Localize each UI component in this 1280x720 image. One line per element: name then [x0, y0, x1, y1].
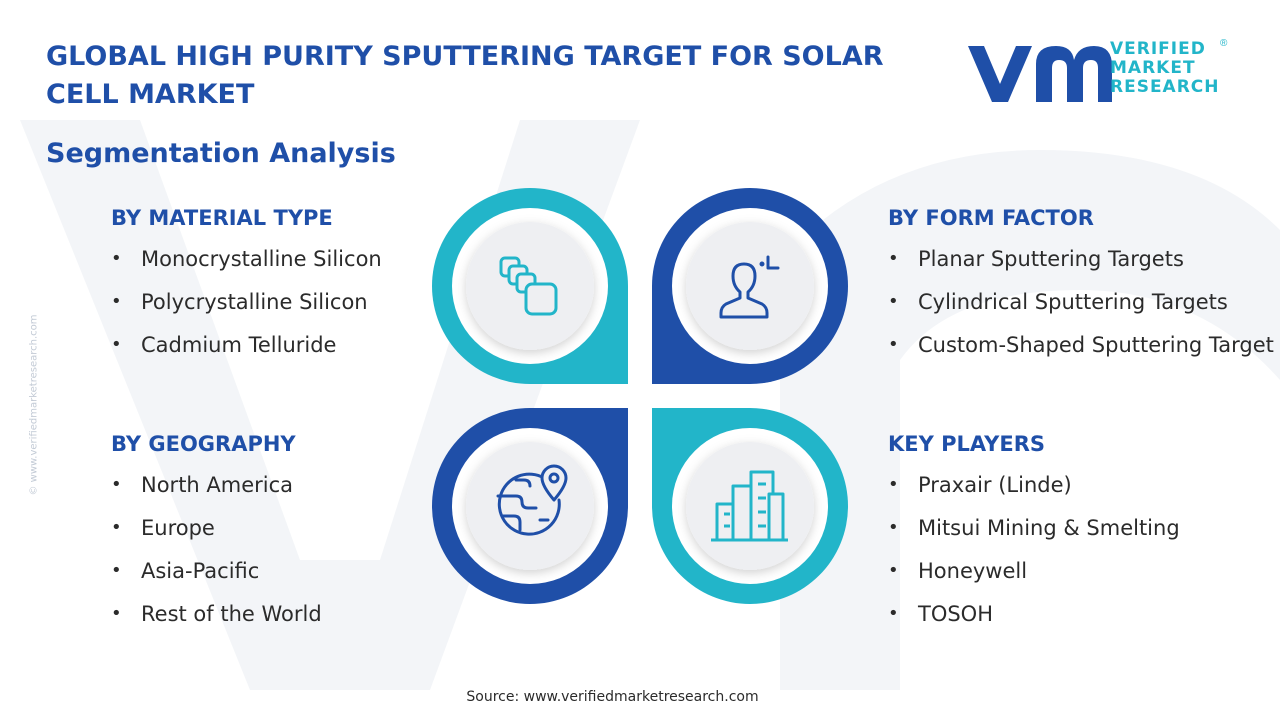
segmentation-graphic	[432, 188, 848, 604]
list-item: Europe	[111, 513, 322, 556]
city-buildings-icon	[711, 470, 788, 542]
list-item: Cadmium Telluride	[111, 330, 382, 373]
vmr-logo	[968, 46, 1112, 102]
segment-material-type: BY MATERIAL TYPE Monocrystalline Silicon…	[111, 206, 382, 373]
segment-title: BY MATERIAL TYPE	[111, 206, 333, 230]
page-title: GLOBAL HIGH PURITY SPUTTERING TARGET FOR…	[46, 41, 884, 110]
segment-title: BY FORM FACTOR	[888, 206, 1094, 230]
list-item: Mitsui Mining & Smelting	[888, 513, 1180, 556]
list-item: Honeywell	[888, 556, 1180, 599]
stacked-blocks-icon	[499, 256, 558, 316]
segment-key-players: KEY PLAYERS Praxair (Linde) Mitsui Minin…	[888, 432, 1180, 642]
petal-bottom-left	[432, 408, 628, 604]
logo-wordmark: VERIFIED MARKET RESEARCH	[1110, 40, 1220, 97]
segment-title: KEY PLAYERS	[888, 432, 1045, 456]
list-item: North America	[111, 470, 322, 513]
list-item: Cylindrical Sputtering Targets	[888, 287, 1274, 330]
segment-title: BY GEOGRAPHY	[111, 432, 296, 456]
list-item: Asia-Pacific	[111, 556, 322, 599]
petal-top-right	[652, 188, 848, 384]
list-item: Planar Sputtering Targets	[888, 244, 1274, 287]
list-item: Custom-Shaped Sputtering Target	[888, 330, 1274, 373]
source-note: Source: www.verifiedmarketresearch.com	[466, 689, 759, 705]
logo-line-1: VERIFIED	[1110, 39, 1206, 59]
person-analysis-icon	[719, 255, 780, 319]
page-subtitle: Segmentation Analysis	[46, 138, 396, 169]
registered-mark: ®	[1220, 38, 1228, 49]
list-item: Monocrystalline Silicon	[111, 244, 382, 287]
segment-geography: BY GEOGRAPHY North America Europe Asia-P…	[111, 432, 322, 642]
logo-line-3: RESEARCH	[1110, 77, 1220, 97]
segment-form-factor: BY FORM FACTOR Planar Sputtering Targets…	[888, 206, 1274, 373]
side-watermark-url: © www.verifiedmarketresearch.com	[28, 314, 40, 496]
list-item: Polycrystalline Silicon	[111, 287, 382, 330]
list-item: Rest of the World	[111, 599, 322, 642]
logo-line-2: MARKET	[1110, 58, 1196, 78]
list-item: Praxair (Linde)	[888, 470, 1180, 513]
list-item: TOSOH	[888, 599, 1180, 642]
globe-location-icon	[496, 464, 568, 536]
